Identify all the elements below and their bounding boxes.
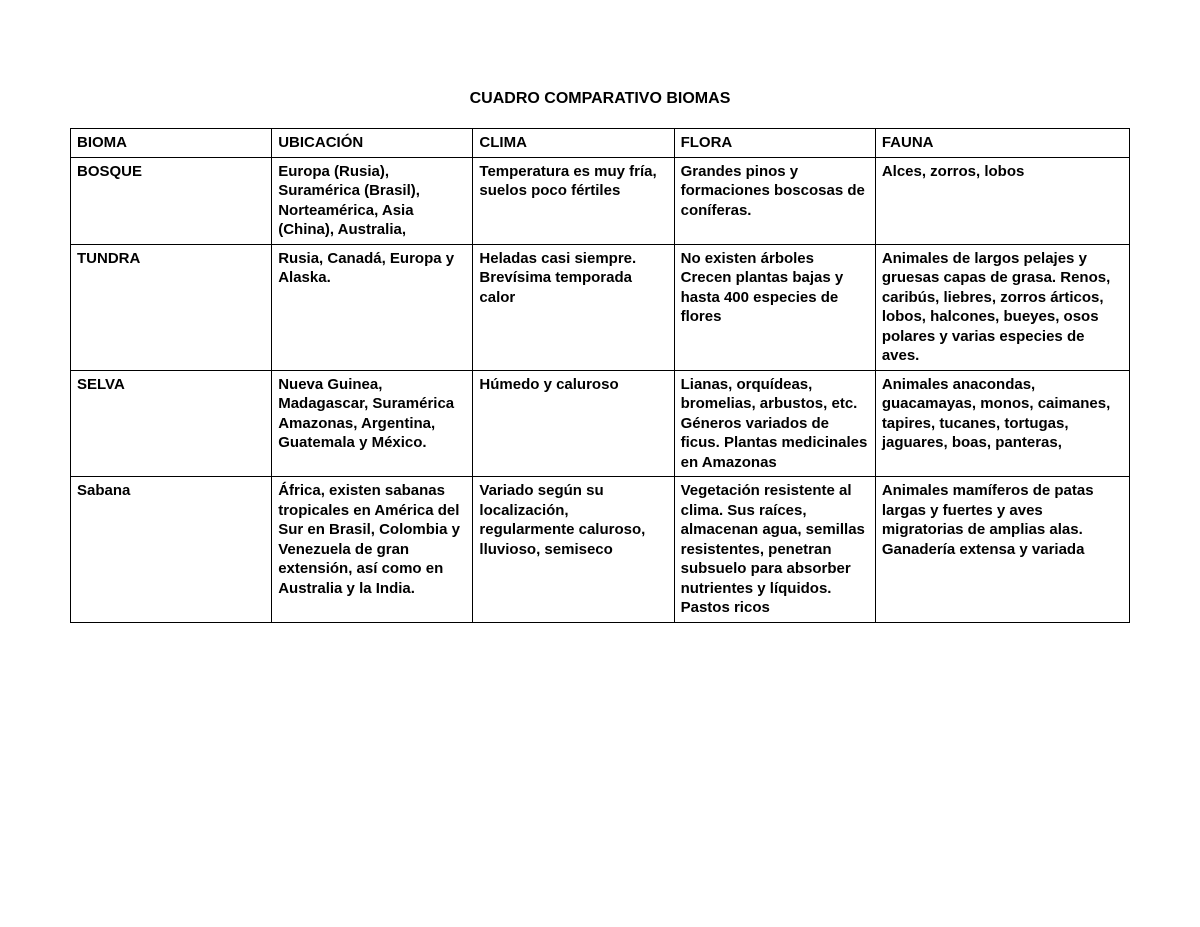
cell-flora: Vegetación resistente al clima. Sus raíc… xyxy=(674,477,875,623)
table-row: TUNDRA Rusia, Canadá, Europa y Alaska. H… xyxy=(71,244,1130,370)
cell-fauna: Alces, zorros, lobos xyxy=(875,157,1129,244)
cell-ubicacion: Nueva Guinea, Madagascar, Suramérica Ama… xyxy=(272,370,473,477)
cell-flora: Grandes pinos y formaciones boscosas de … xyxy=(674,157,875,244)
page-title: CUADRO COMPARATIVO BIOMAS xyxy=(70,90,1130,108)
cell-bioma: SELVA xyxy=(71,370,272,477)
biomes-table: BIOMA UBICACIÓN CLIMA FLORA FAUNA BOSQUE… xyxy=(70,128,1130,623)
cell-bioma: Sabana xyxy=(71,477,272,623)
table-row: Sabana África, existen sabanas tropicale… xyxy=(71,477,1130,623)
cell-ubicacion: Rusia, Canadá, Europa y Alaska. xyxy=(272,244,473,370)
cell-bioma: TUNDRA xyxy=(71,244,272,370)
cell-ubicacion: África, existen sabanas tropicales en Am… xyxy=(272,477,473,623)
table-row: BOSQUE Europa (Rusia), Suramérica (Brasi… xyxy=(71,157,1130,244)
cell-clima: Heladas casi siempre. Brevísima temporad… xyxy=(473,244,674,370)
cell-flora: No existen árboles Crecen plantas bajas … xyxy=(674,244,875,370)
col-fauna: FAUNA xyxy=(875,129,1129,158)
cell-clima: Temperatura es muy fría, suelos poco fér… xyxy=(473,157,674,244)
cell-bioma: BOSQUE xyxy=(71,157,272,244)
col-ubicacion: UBICACIÓN xyxy=(272,129,473,158)
table-header-row: BIOMA UBICACIÓN CLIMA FLORA FAUNA xyxy=(71,129,1130,158)
cell-flora: Lianas, orquídeas, bromelias, arbustos, … xyxy=(674,370,875,477)
cell-clima: Variado según su localización, regularme… xyxy=(473,477,674,623)
col-bioma: BIOMA xyxy=(71,129,272,158)
cell-fauna: Animales mamíferos de patas largas y fue… xyxy=(875,477,1129,623)
cell-fauna: Animales de largos pelajes y gruesas cap… xyxy=(875,244,1129,370)
cell-clima: Húmedo y caluroso xyxy=(473,370,674,477)
col-flora: FLORA xyxy=(674,129,875,158)
cell-ubicacion: Europa (Rusia), Suramérica (Brasil), Nor… xyxy=(272,157,473,244)
col-clima: CLIMA xyxy=(473,129,674,158)
table-row: SELVA Nueva Guinea, Madagascar, Suraméri… xyxy=(71,370,1130,477)
cell-fauna: Animales anacondas, guacamayas, monos, c… xyxy=(875,370,1129,477)
